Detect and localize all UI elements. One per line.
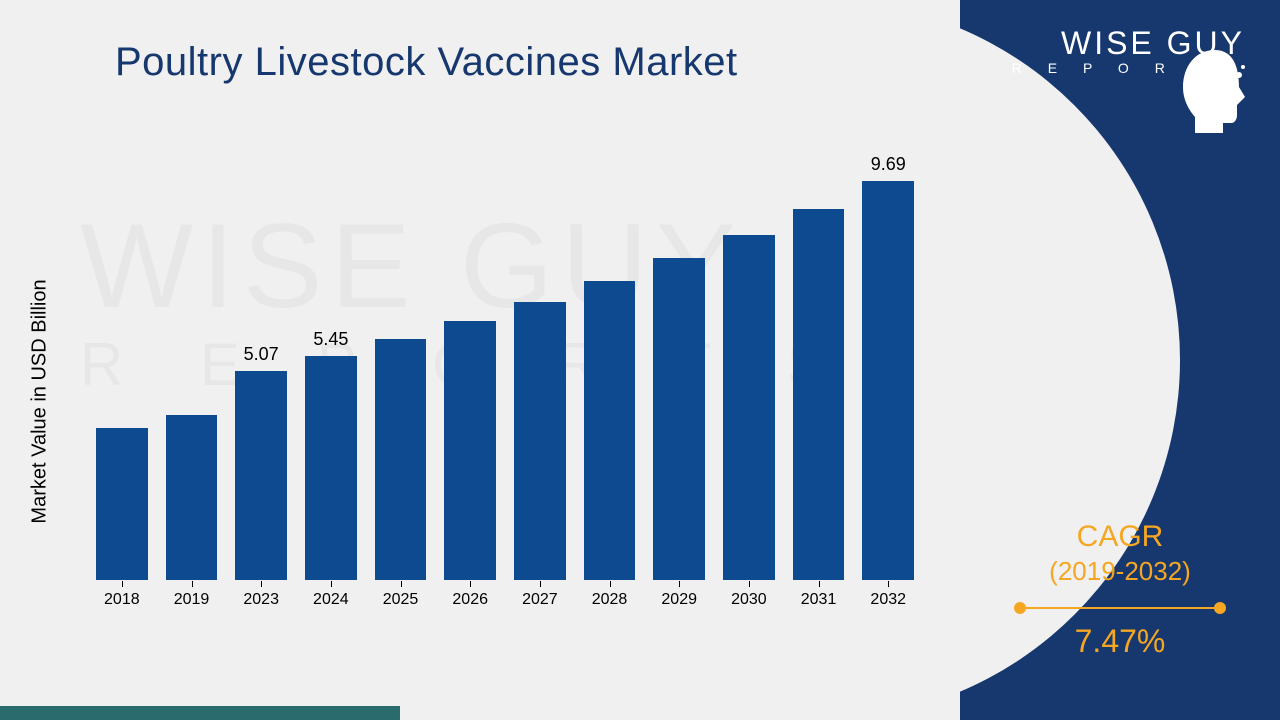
bar [653,258,705,580]
x-tick: 2029 [653,580,705,620]
x-tick: 2026 [444,580,496,620]
bar-value-label: 5.45 [313,329,348,350]
plot-area: 5.07 5.45 9.69 [90,160,920,580]
bar [166,415,218,580]
x-tick: 2025 [375,580,427,620]
bar [862,181,914,580]
x-tick: 2024 [305,580,357,620]
bar-2024: 5.45 [305,356,357,580]
x-tick: 2023 [235,580,287,620]
bar-2028 [584,281,636,580]
cagr-label: CAGR [995,520,1245,554]
brand-logo: WISE GUY R E P O R T S [1012,25,1245,76]
x-tick: 2019 [166,580,218,620]
bar-value-label: 9.69 [871,154,906,175]
x-tick: 2031 [793,580,845,620]
bar [793,209,845,580]
cagr-box: CAGR (2019-2032) 7.47% [995,520,1245,660]
bar [375,339,427,580]
x-tick: 2018 [96,580,148,620]
bar-2025 [375,339,427,580]
bar-2029 [653,258,705,580]
bottom-accent-bar [0,706,400,720]
y-axis-label: Market Value in USD Billion [29,279,52,523]
bar [444,321,496,580]
bar [235,371,287,580]
bar [723,235,775,580]
bar [305,356,357,580]
bar-2031 [793,209,845,580]
chart-title: Poultry Livestock Vaccines Market [115,40,738,85]
cagr-value: 7.47% [995,623,1245,660]
head-icon [1175,45,1255,135]
bar-2018 [96,428,148,580]
bar-value-label: 5.07 [244,344,279,365]
x-tick: 2030 [723,580,775,620]
bar-2030 [723,235,775,580]
bar-2019 [166,415,218,580]
bar [514,302,566,580]
bar-chart: Market Value in USD Billion 5.075.459.69… [60,160,920,620]
x-tick: 2032 [862,580,914,620]
cagr-divider [1020,607,1220,609]
bar [96,428,148,580]
x-tick: 2027 [514,580,566,620]
bar-2026 [444,321,496,580]
bar-2027 [514,302,566,580]
cagr-range: (2019-2032) [995,556,1245,587]
x-tick: 2028 [584,580,636,620]
x-axis-ticks: 2018 2019 2023 2024 2025 2026 2027 2028 2029 2030… [90,580,920,620]
bar-2032: 9.69 [862,181,914,580]
bar [584,281,636,580]
bar-2023: 5.07 [235,371,287,580]
